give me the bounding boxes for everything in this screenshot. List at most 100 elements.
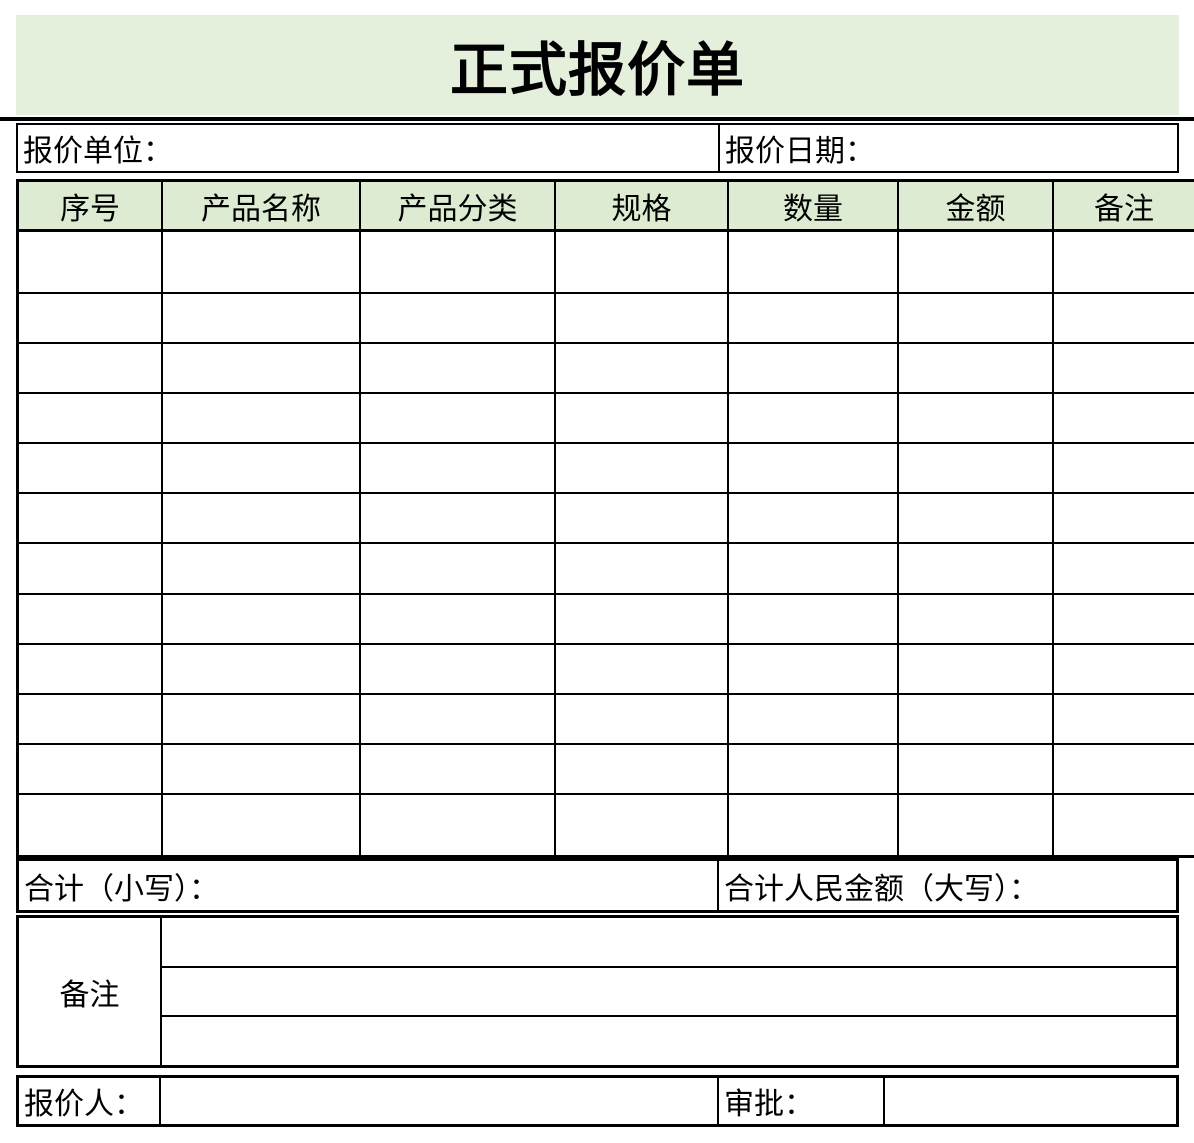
table-cell[interactable] (554, 742, 729, 795)
table-cell[interactable] (161, 492, 361, 545)
table-cell[interactable] (359, 692, 556, 745)
table-row (16, 229, 1194, 295)
table-cell[interactable] (1052, 792, 1194, 858)
table-cell[interactable] (359, 792, 556, 858)
table-cell[interactable] (161, 442, 361, 495)
table-cell[interactable] (727, 292, 899, 345)
table-cell[interactable] (359, 492, 556, 545)
products-table: 序号 产品名称 产品分类 规格 数量 金额 备注 (16, 179, 1194, 858)
table-cell[interactable] (727, 442, 899, 495)
table-cell[interactable] (16, 342, 163, 395)
table-cell[interactable] (359, 642, 556, 695)
table-cell[interactable] (1052, 542, 1194, 595)
table-cell[interactable] (554, 342, 729, 395)
table-cell[interactable] (359, 292, 556, 345)
table-cell[interactable] (16, 542, 163, 595)
table-cell[interactable] (359, 592, 556, 645)
table-cell[interactable] (554, 792, 729, 858)
table-cell[interactable] (554, 592, 729, 645)
table-cell[interactable] (359, 742, 556, 795)
table-cell[interactable] (16, 792, 163, 858)
table-cell[interactable] (161, 792, 361, 858)
table-cell[interactable] (897, 342, 1054, 395)
table-cell[interactable] (727, 792, 899, 858)
table-cell[interactable] (359, 229, 556, 295)
table-cell[interactable] (727, 542, 899, 595)
table-cell[interactable] (1052, 292, 1194, 345)
total-words-field[interactable]: 合计人民金额（大写）： (719, 861, 1176, 910)
table-cell[interactable] (16, 642, 163, 695)
table-cell[interactable] (897, 642, 1054, 695)
table-cell[interactable] (16, 442, 163, 495)
table-cell[interactable] (897, 442, 1054, 495)
quoter-value-cell[interactable] (161, 1078, 719, 1124)
table-cell[interactable] (16, 742, 163, 795)
table-cell[interactable] (554, 292, 729, 345)
table-cell[interactable] (727, 492, 899, 545)
remarks-line[interactable] (162, 918, 1176, 968)
table-cell[interactable] (727, 392, 899, 445)
quoter-label: 报价人： (19, 1078, 161, 1124)
table-cell[interactable] (1052, 342, 1194, 395)
table-cell[interactable] (161, 229, 361, 295)
remarks-line[interactable] (162, 1017, 1176, 1065)
table-cell[interactable] (897, 229, 1054, 295)
table-cell[interactable] (161, 392, 361, 445)
table-cell[interactable] (897, 742, 1054, 795)
table-cell[interactable] (897, 792, 1054, 858)
table-cell[interactable] (554, 229, 729, 295)
table-cell[interactable] (16, 229, 163, 295)
table-cell[interactable] (16, 392, 163, 445)
table-cell[interactable] (1052, 592, 1194, 645)
vendor-field[interactable]: 报价单位： (18, 125, 720, 171)
table-cell[interactable] (554, 442, 729, 495)
table-cell[interactable] (554, 492, 729, 545)
table-cell[interactable] (359, 342, 556, 395)
table-cell[interactable] (161, 592, 361, 645)
table-row (16, 792, 1194, 858)
table-cell[interactable] (161, 292, 361, 345)
table-cell[interactable] (1052, 392, 1194, 445)
table-cell[interactable] (897, 292, 1054, 345)
table-cell[interactable] (554, 642, 729, 695)
table-cell[interactable] (897, 542, 1054, 595)
table-cell[interactable] (161, 692, 361, 745)
table-cell[interactable] (16, 692, 163, 745)
table-cell[interactable] (554, 692, 729, 745)
table-cell[interactable] (1052, 229, 1194, 295)
table-cell[interactable] (1052, 492, 1194, 545)
table-cell[interactable] (16, 592, 163, 645)
table-cell[interactable] (1052, 692, 1194, 745)
table-cell[interactable] (161, 742, 361, 795)
table-cell[interactable] (897, 692, 1054, 745)
table-cell[interactable] (727, 592, 899, 645)
table-cell[interactable] (897, 392, 1054, 445)
table-row (16, 492, 1194, 545)
table-cell[interactable] (897, 592, 1054, 645)
table-cell[interactable] (727, 642, 899, 695)
table-cell[interactable] (897, 492, 1054, 545)
table-cell[interactable] (727, 692, 899, 745)
table-cell[interactable] (727, 342, 899, 395)
remarks-line[interactable] (162, 968, 1176, 1018)
table-row (16, 392, 1194, 445)
table-cell[interactable] (1052, 442, 1194, 495)
total-figures-field[interactable]: 合计（小写）： (19, 861, 719, 910)
table-cell[interactable] (359, 392, 556, 445)
table-cell[interactable] (727, 742, 899, 795)
table-cell[interactable] (554, 542, 729, 595)
table-cell[interactable] (1052, 742, 1194, 795)
date-field[interactable]: 报价日期： (720, 125, 1177, 171)
table-cell[interactable] (16, 292, 163, 345)
table-cell[interactable] (161, 642, 361, 695)
table-cell[interactable] (554, 392, 729, 445)
table-cell[interactable] (1052, 642, 1194, 695)
table-cell[interactable] (161, 342, 361, 395)
table-cell[interactable] (727, 229, 899, 295)
approver-value-cell[interactable] (885, 1078, 1176, 1124)
table-cell[interactable] (359, 542, 556, 595)
table-cell[interactable] (16, 492, 163, 545)
table-cell[interactable] (359, 442, 556, 495)
table-cell[interactable] (161, 542, 361, 595)
